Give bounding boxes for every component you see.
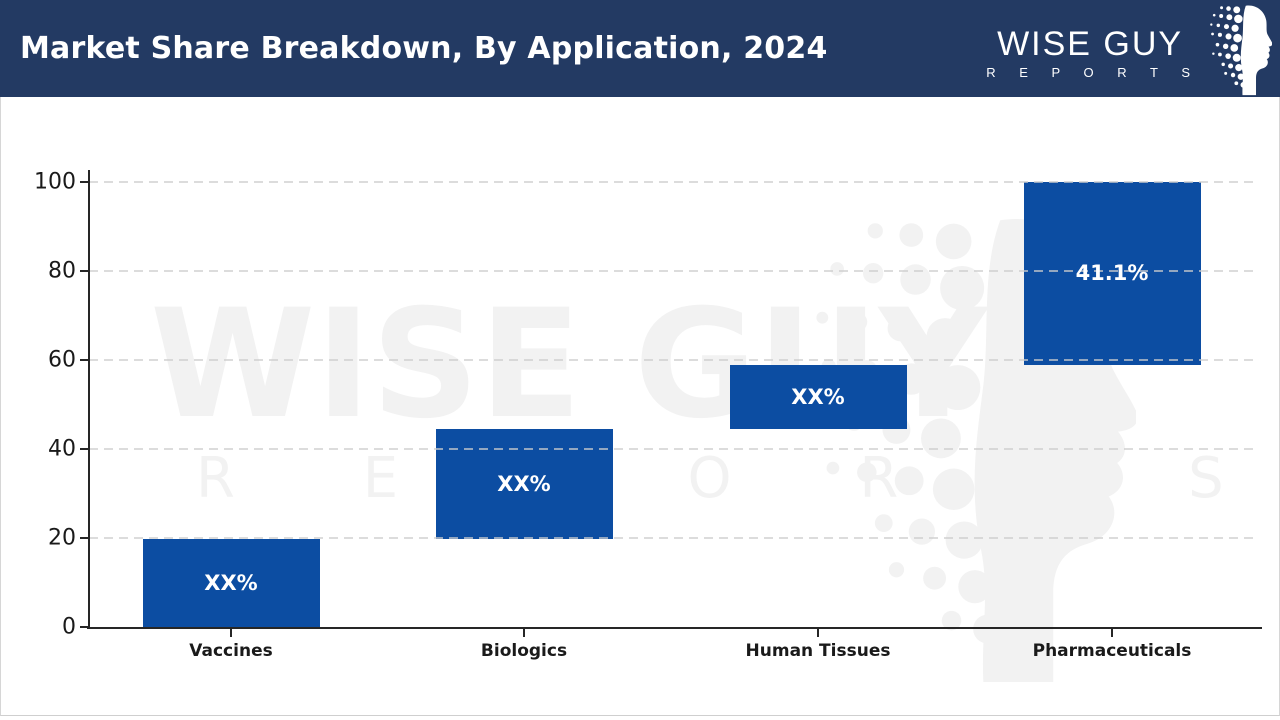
x-tick-label: Vaccines xyxy=(189,641,273,661)
y-tick-label: 20 xyxy=(48,525,76,551)
wiseguy-head-icon xyxy=(1210,4,1272,95)
y-tick-mark xyxy=(80,448,88,450)
bar-value-label: XX% xyxy=(497,472,551,497)
gridline-100 xyxy=(89,181,1257,183)
y-tick-mark xyxy=(80,537,88,539)
x-tick-mark xyxy=(230,629,232,637)
y-tick-mark xyxy=(80,359,88,361)
waterfall-bar-biologics xyxy=(435,429,613,539)
y-axis-line xyxy=(88,170,90,629)
x-tick-label: Human Tissues xyxy=(745,641,891,661)
y-tick-label: 100 xyxy=(34,169,76,195)
x-tick-mark xyxy=(1111,629,1113,637)
logo-subtext: R E P O R T S xyxy=(986,65,1200,80)
gridline-60 xyxy=(89,359,1257,361)
logo-wordmark: WISE GUY xyxy=(997,25,1184,63)
gridline-20 xyxy=(89,537,1257,539)
y-tick-label: 40 xyxy=(48,436,76,462)
x-tick-label: Pharmaceuticals xyxy=(1032,641,1192,661)
x-tick-label: Biologics xyxy=(480,641,568,661)
waterfall-bar-human-tissues xyxy=(729,364,907,430)
y-tick-label: 80 xyxy=(48,258,76,284)
waterfall-bar-vaccines xyxy=(142,538,320,627)
y-tick-mark xyxy=(80,626,88,628)
wiseguy-logo: WISE GUY R E P O R T S xyxy=(980,2,1272,97)
bar-value-label: XX% xyxy=(204,570,258,595)
y-tick-mark xyxy=(80,270,88,272)
header: Market Share Breakdown, By Application, … xyxy=(0,0,1280,97)
bar-value-label: 41.1% xyxy=(1075,261,1149,286)
y-tick-mark xyxy=(80,181,88,183)
gridline-80 xyxy=(89,270,1257,272)
gridline-40 xyxy=(89,448,1257,450)
x-tick-mark xyxy=(817,629,819,637)
y-tick-label: 60 xyxy=(48,347,76,373)
logo-text: WISE GUY R E P O R T S xyxy=(980,25,1200,80)
y-tick-label: 0 xyxy=(62,614,76,640)
x-axis-line xyxy=(87,627,1262,629)
x-tick-mark xyxy=(523,629,525,637)
bar-value-label: XX% xyxy=(791,385,845,410)
page-title: Market Share Breakdown, By Application, … xyxy=(20,31,828,66)
waterfall-bar-pharmaceuticals xyxy=(1023,182,1201,365)
